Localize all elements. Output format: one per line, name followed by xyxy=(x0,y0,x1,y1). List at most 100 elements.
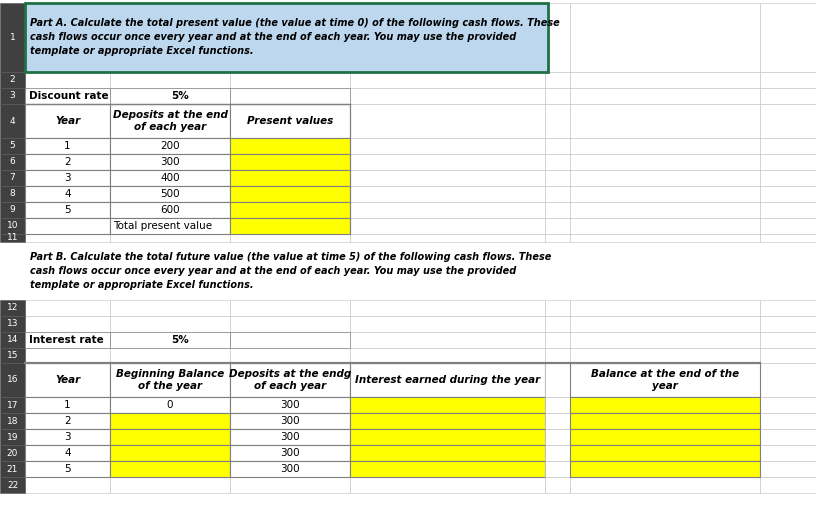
Bar xyxy=(110,413,230,429)
Bar xyxy=(25,413,110,429)
Bar xyxy=(760,138,816,154)
Bar xyxy=(350,397,545,413)
Bar xyxy=(545,461,570,477)
Bar xyxy=(760,186,816,202)
Bar xyxy=(0,316,25,332)
Bar xyxy=(760,397,816,413)
Bar xyxy=(570,363,760,397)
Bar xyxy=(230,170,350,186)
Bar xyxy=(25,332,110,348)
Bar xyxy=(545,234,570,242)
Bar xyxy=(760,445,816,461)
Bar xyxy=(760,300,816,316)
Bar xyxy=(0,186,25,202)
Bar xyxy=(760,477,816,493)
Bar xyxy=(570,3,760,72)
Text: 300: 300 xyxy=(280,464,299,474)
Bar xyxy=(545,363,570,397)
Bar xyxy=(0,170,25,186)
Bar xyxy=(545,445,570,461)
Bar xyxy=(350,72,545,88)
Bar xyxy=(350,348,545,363)
Bar xyxy=(350,461,545,477)
Bar xyxy=(230,413,350,429)
Bar xyxy=(0,72,25,88)
Text: 2: 2 xyxy=(10,76,16,85)
Bar xyxy=(25,88,110,104)
Bar xyxy=(25,348,110,363)
Bar xyxy=(350,3,545,72)
Bar xyxy=(350,186,545,202)
Bar xyxy=(760,363,816,397)
Bar xyxy=(25,397,110,413)
Bar xyxy=(25,154,110,170)
Bar xyxy=(545,477,570,493)
Bar xyxy=(0,397,25,413)
Text: 1: 1 xyxy=(64,400,71,410)
Bar xyxy=(230,477,350,493)
Bar xyxy=(25,461,110,477)
Bar xyxy=(110,461,230,477)
Bar xyxy=(230,202,350,218)
Bar xyxy=(230,104,350,138)
Bar xyxy=(760,88,816,104)
Bar xyxy=(110,348,230,363)
Bar xyxy=(230,445,350,461)
Text: 4: 4 xyxy=(10,116,16,125)
Bar xyxy=(570,445,760,461)
Bar xyxy=(570,413,760,429)
Bar xyxy=(110,104,230,138)
Bar xyxy=(25,154,110,170)
Bar xyxy=(110,88,230,104)
Bar xyxy=(25,332,110,348)
Text: 19: 19 xyxy=(7,433,18,442)
Bar xyxy=(350,88,545,104)
Bar xyxy=(570,316,760,332)
Bar xyxy=(25,138,110,154)
Bar xyxy=(570,218,760,234)
Text: 300: 300 xyxy=(160,157,180,167)
Bar xyxy=(0,445,25,461)
Bar xyxy=(25,3,548,72)
Bar xyxy=(570,202,760,218)
Bar xyxy=(545,88,570,104)
Bar xyxy=(110,445,230,461)
Text: 15: 15 xyxy=(7,351,18,360)
Bar xyxy=(230,138,350,154)
Bar xyxy=(570,138,760,154)
Bar xyxy=(545,154,570,170)
Bar xyxy=(230,186,350,202)
Bar xyxy=(350,300,545,316)
Text: 12: 12 xyxy=(7,304,18,313)
Bar xyxy=(570,300,760,316)
Bar xyxy=(0,348,25,363)
Bar xyxy=(110,72,230,88)
Bar xyxy=(545,186,570,202)
Bar xyxy=(350,413,545,429)
Bar xyxy=(350,461,545,477)
Text: Deposits at the end
of each year: Deposits at the end of each year xyxy=(113,110,228,132)
Text: Total present value: Total present value xyxy=(113,221,212,231)
Text: 5: 5 xyxy=(64,205,71,215)
Bar xyxy=(110,186,230,202)
Bar xyxy=(230,170,350,186)
Bar xyxy=(760,429,816,445)
Bar xyxy=(350,477,545,493)
Bar xyxy=(230,348,350,363)
Bar xyxy=(230,88,350,104)
Bar xyxy=(230,234,350,242)
Text: 22: 22 xyxy=(7,480,18,489)
Bar xyxy=(25,202,110,218)
Bar xyxy=(230,445,350,461)
Bar xyxy=(230,104,350,138)
Text: Beginning Balance
of the year: Beginning Balance of the year xyxy=(116,369,224,391)
Bar xyxy=(570,332,760,348)
Bar xyxy=(545,138,570,154)
Bar xyxy=(350,218,545,234)
Text: 13: 13 xyxy=(7,320,18,329)
Bar xyxy=(110,397,230,413)
Bar xyxy=(25,186,110,202)
Bar xyxy=(110,316,230,332)
Bar xyxy=(0,363,25,397)
Bar xyxy=(350,363,545,397)
